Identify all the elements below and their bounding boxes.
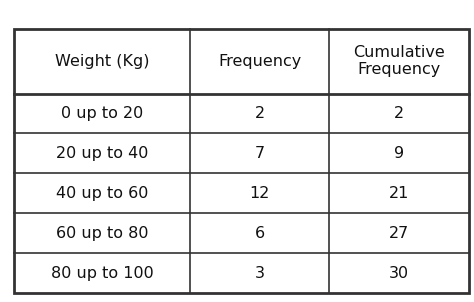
Text: 27: 27 (389, 226, 410, 241)
Text: 12: 12 (249, 186, 270, 201)
Text: 9: 9 (394, 146, 404, 161)
Text: 30: 30 (389, 265, 410, 281)
Text: Frequency: Frequency (218, 54, 301, 69)
Text: 60 up to 80: 60 up to 80 (55, 226, 148, 241)
Text: 6: 6 (255, 226, 264, 241)
Text: 7: 7 (255, 146, 264, 161)
Text: Cumulative
Frequency: Cumulative Frequency (354, 45, 445, 77)
Text: 21: 21 (389, 186, 410, 201)
Bar (14, 29, 469, 293)
Text: 80 up to 100: 80 up to 100 (51, 265, 153, 281)
Text: 0 up to 20: 0 up to 20 (61, 106, 143, 121)
Text: Weight (Kg): Weight (Kg) (55, 54, 149, 69)
Text: 40 up to 60: 40 up to 60 (56, 186, 148, 201)
Text: 20 up to 40: 20 up to 40 (56, 146, 148, 161)
Text: 2: 2 (255, 106, 264, 121)
Text: 2: 2 (394, 106, 404, 121)
Text: 3: 3 (255, 265, 264, 281)
